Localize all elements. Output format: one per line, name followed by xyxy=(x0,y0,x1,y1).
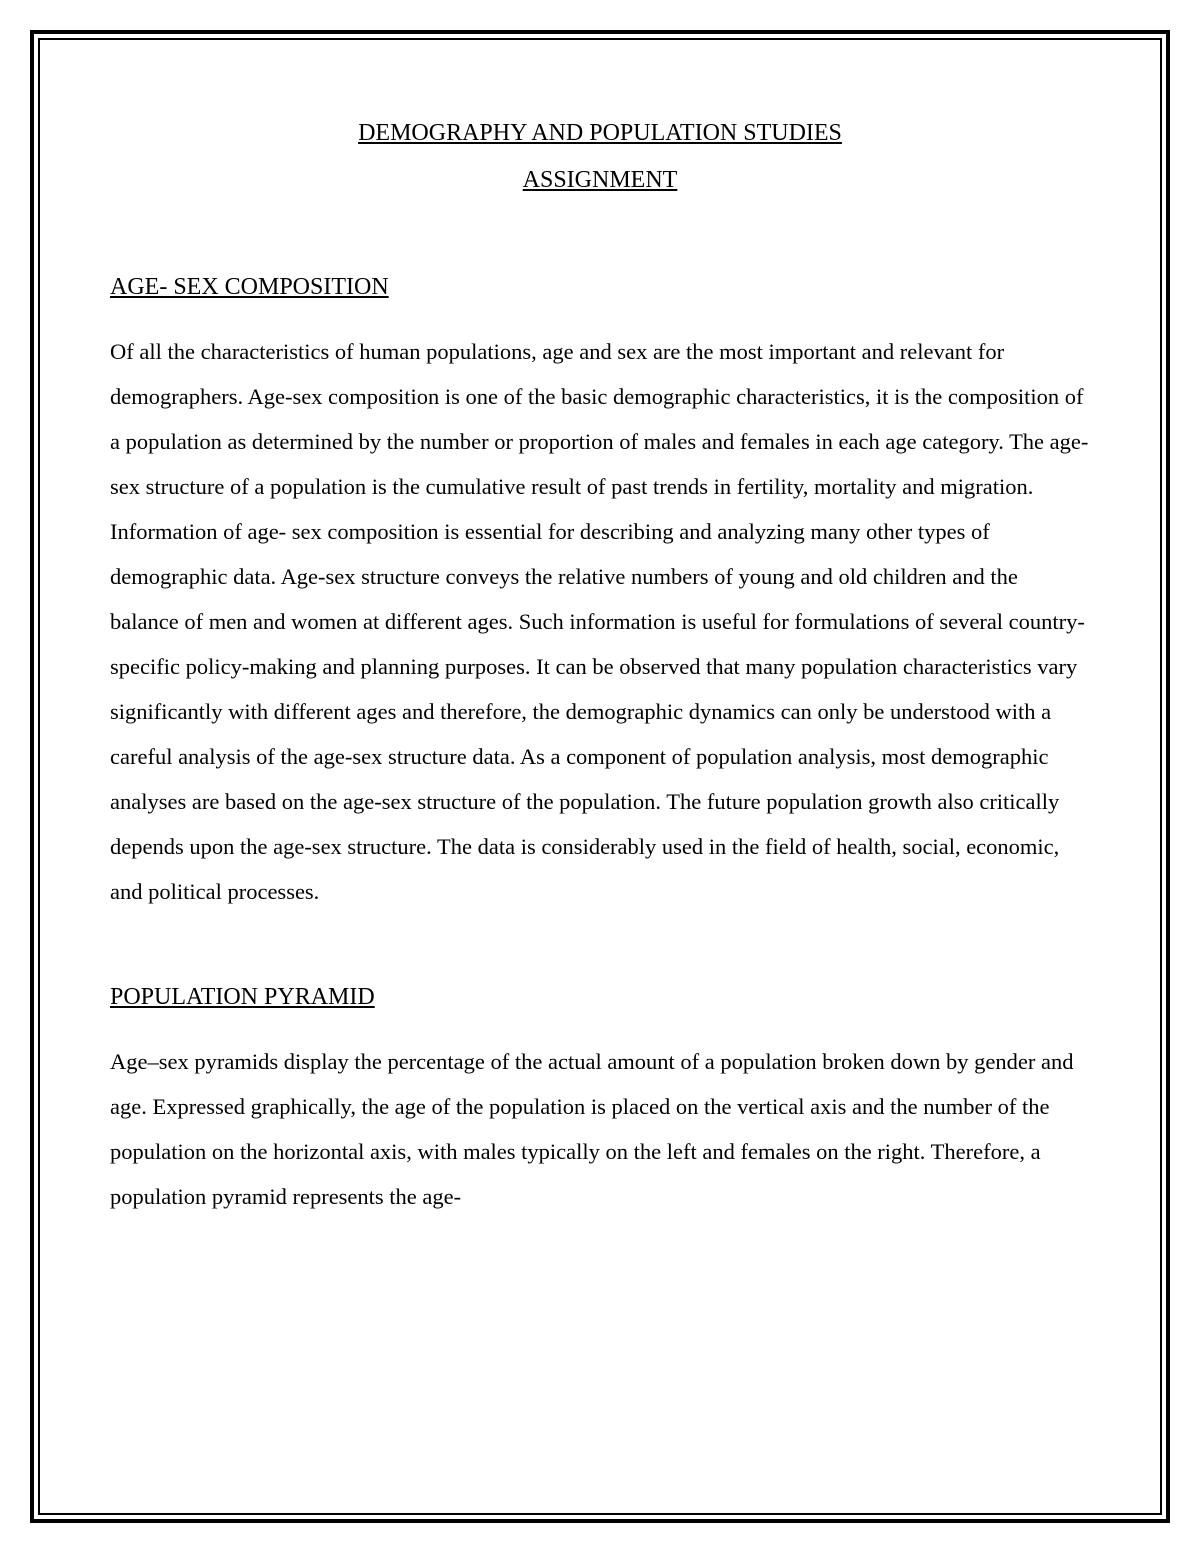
inner-border: DEMOGRAPHY AND POPULATION STUDIES ASSIGN… xyxy=(38,38,1162,1515)
section-heading-population-pyramid: POPULATION PYRAMID xyxy=(110,984,1090,1011)
section-body-age-sex: Of all the characteristics of human popu… xyxy=(110,329,1090,914)
document-title: DEMOGRAPHY AND POPULATION STUDIES xyxy=(110,120,1090,147)
section-body-population-pyramid: Age–sex pyramids display the percentage … xyxy=(110,1039,1090,1219)
document-subtitle: ASSIGNMENT xyxy=(110,167,1090,194)
section-heading-age-sex: AGE- SEX COMPOSITION xyxy=(110,274,1090,301)
outer-border: DEMOGRAPHY AND POPULATION STUDIES ASSIGN… xyxy=(30,30,1170,1523)
